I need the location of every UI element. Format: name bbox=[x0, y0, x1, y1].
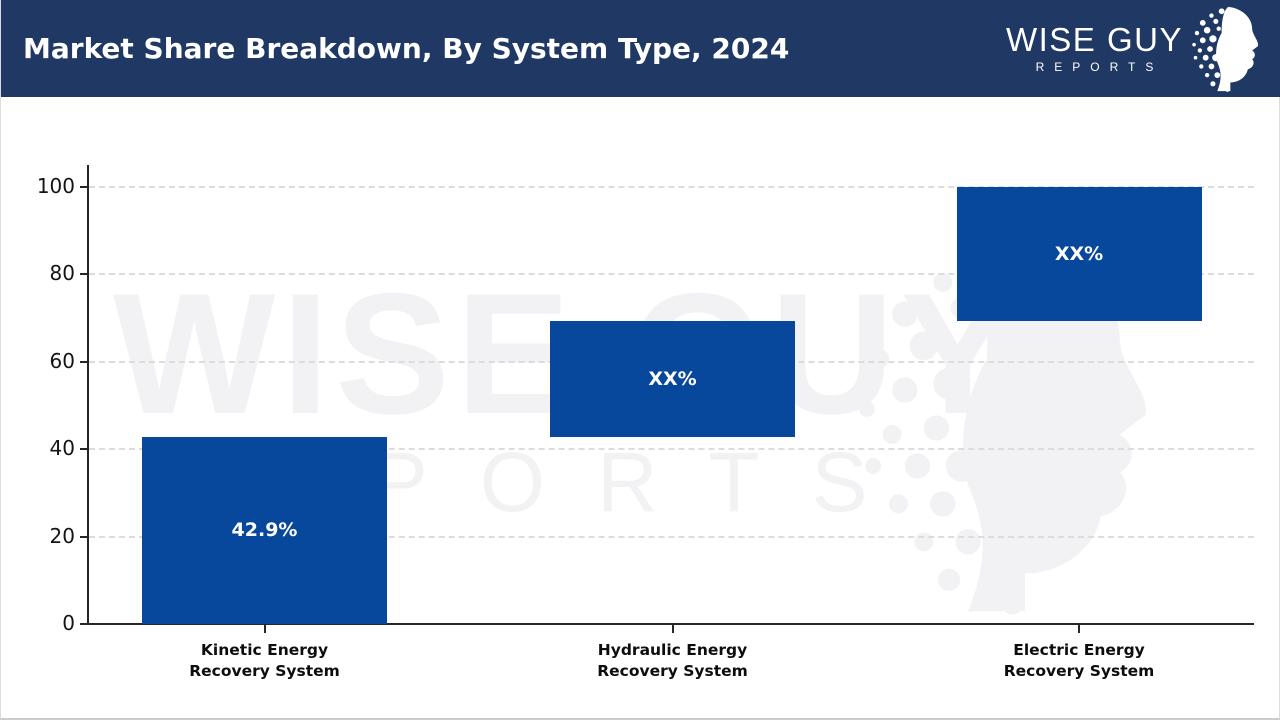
y-gridline bbox=[89, 448, 1254, 451]
y-gridline bbox=[89, 535, 1254, 538]
logo-sub-wordmark: REPORTS bbox=[1035, 60, 1164, 74]
y-tick-mark bbox=[80, 623, 88, 625]
x-category-line: Electric Energy bbox=[1013, 641, 1145, 659]
bar-value-label: 42.9% bbox=[231, 519, 298, 542]
y-tick-label: 0 bbox=[62, 611, 75, 635]
y-gridline bbox=[89, 273, 1254, 276]
y-tick-mark bbox=[80, 360, 88, 363]
y-tick-mark bbox=[80, 186, 88, 188]
bar-1: 42.9% bbox=[142, 436, 387, 624]
wise-guy-logo: WISE GUY REPORTS bbox=[1006, 4, 1267, 94]
y-axis-line bbox=[87, 165, 89, 625]
x-tick-mark bbox=[263, 625, 266, 633]
y-tick-label: 80 bbox=[49, 261, 75, 286]
x-tick-mark bbox=[671, 625, 674, 633]
x-category-line: Recovery System bbox=[597, 661, 748, 680]
y-tick-label: 60 bbox=[49, 348, 75, 373]
dotted-head-icon bbox=[1192, 6, 1259, 92]
x-axis-line bbox=[87, 623, 1254, 625]
bar-2: XX% bbox=[550, 321, 795, 437]
bar-3: XX% bbox=[956, 187, 1202, 322]
x-category-line: Recovery System bbox=[1003, 661, 1155, 680]
x-category-line: Hydraulic Energy bbox=[597, 641, 748, 659]
x-category-label: Electric Energy Recovery System bbox=[919, 640, 1239, 682]
logo-wordmark: WISE GUY bbox=[1005, 21, 1183, 58]
bar-value-label: XX% bbox=[1054, 243, 1104, 266]
x-tick-mark bbox=[1078, 625, 1080, 633]
x-category-line: Recovery System bbox=[189, 661, 340, 680]
y-tick-label: 20 bbox=[49, 523, 75, 548]
y-tick-mark bbox=[80, 535, 88, 538]
y-tick-label: 100 bbox=[36, 174, 75, 198]
y-tick-mark bbox=[80, 273, 88, 276]
y-tick-label: 40 bbox=[49, 436, 75, 461]
x-category-label: Hydraulic Energy Recovery System bbox=[513, 640, 833, 682]
header-banner: Market Share Breakdown, By System Type, … bbox=[1, 0, 1280, 97]
y-gridline bbox=[89, 186, 1254, 188]
bar-value-label: XX% bbox=[648, 367, 697, 390]
x-category-label: Kinetic Energy Recovery System bbox=[105, 640, 425, 682]
x-category-line: Kinetic Energy bbox=[200, 641, 329, 659]
y-tick-mark bbox=[80, 448, 88, 451]
page-title: Market Share Breakdown, By System Type, … bbox=[23, 32, 790, 65]
